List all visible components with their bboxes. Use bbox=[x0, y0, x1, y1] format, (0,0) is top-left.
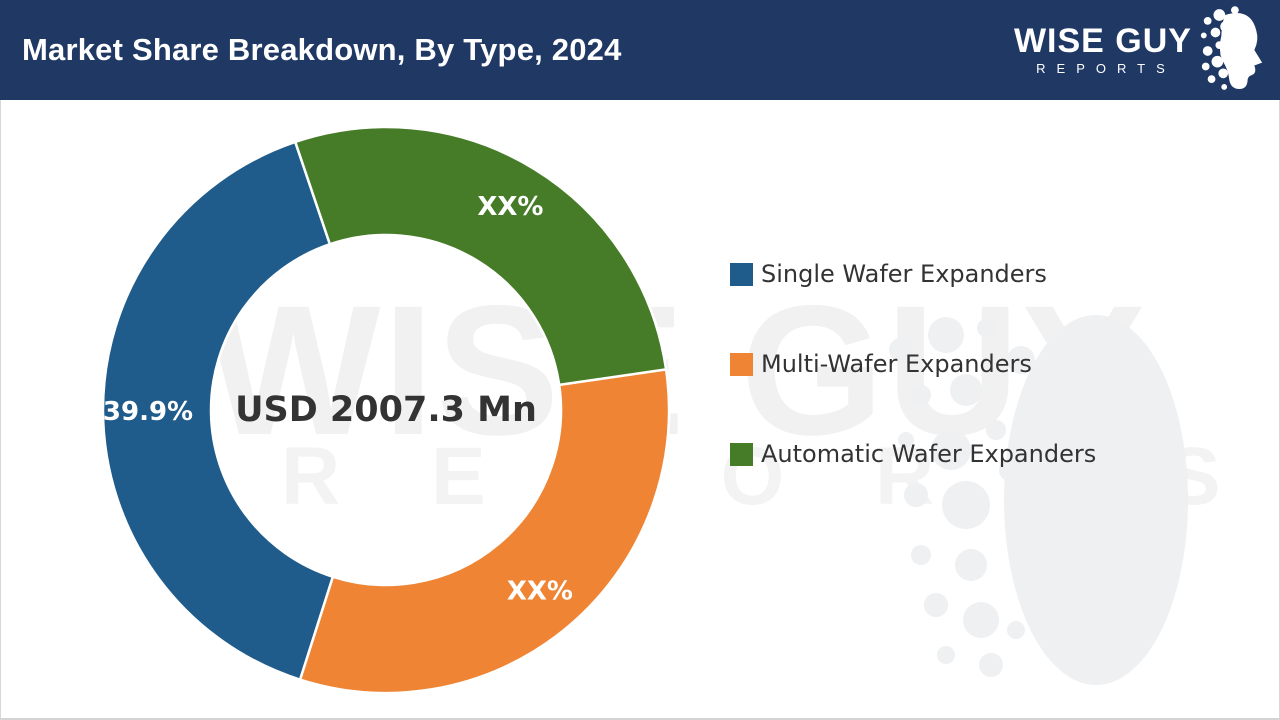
legend-item: Automatic Wafer Expanders bbox=[730, 432, 1096, 476]
legend-swatch bbox=[730, 442, 753, 466]
legend-item: Single Wafer Expanders bbox=[730, 252, 1096, 296]
page-title: Market Share Breakdown, By Type, 2024 bbox=[22, 32, 622, 67]
watermark-text: WISE GUY bbox=[206, 268, 1148, 474]
donut-slice-1 bbox=[298, 368, 671, 695]
donut-slice-2 bbox=[294, 125, 668, 387]
brand-subtitle: REPORTS bbox=[1036, 61, 1176, 76]
brand-name: WISE GUY bbox=[1013, 22, 1192, 60]
donut-slice-0 bbox=[101, 140, 335, 681]
header: Market Share Breakdown, By Type, 2024 WI… bbox=[0, 0, 1280, 100]
slice-value-label: XX% bbox=[507, 577, 573, 607]
donut-center-label: USD 2007.3 Mn bbox=[235, 390, 537, 430]
slice-value-label: 39.9% bbox=[103, 397, 193, 427]
brand-logo: WISE GUY REPORTS bbox=[1014, 5, 1266, 95]
brand-face-icon bbox=[1200, 6, 1263, 90]
legend-swatch bbox=[730, 262, 753, 286]
legend-swatch bbox=[730, 352, 753, 376]
donut-chart: 39.9% XX% XX% USD 2007.3 Mn bbox=[101, 125, 671, 695]
legend-label: Automatic Wafer Expanders bbox=[761, 440, 1097, 468]
chart-canvas: WISE GUY R E P O R T S 39.9% XX% XX% USD 20… bbox=[0, 100, 1280, 720]
watermark-face-icon bbox=[889, 315, 1188, 685]
slice-value-label: XX% bbox=[477, 192, 543, 222]
legend: Single Wafer Expanders Multi-Wafer Expan… bbox=[730, 252, 1096, 522]
legend-item: Multi-Wafer Expanders bbox=[730, 342, 1096, 386]
brand-text: WISE GUY REPORTS bbox=[1014, 23, 1192, 77]
legend-label: Single Wafer Expanders bbox=[761, 260, 1047, 288]
legend-label: Multi-Wafer Expanders bbox=[761, 350, 1032, 378]
